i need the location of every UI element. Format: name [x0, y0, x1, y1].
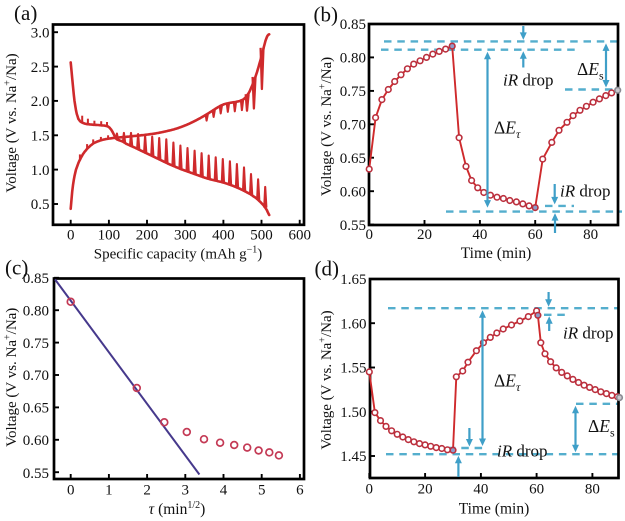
svg-text:1.0: 1.0 [31, 163, 50, 179]
svg-text:Voltage (V vs. Na+/Na): Voltage (V vs. Na+/Na) [318, 57, 336, 196]
svg-text:1: 1 [105, 483, 113, 499]
svg-text:Voltage (V vs. Na+/Na): Voltage (V vs. Na+/Na) [3, 308, 21, 447]
svg-text:0.70: 0.70 [23, 368, 49, 384]
svg-text:iR drop: iR drop [497, 442, 548, 461]
svg-text:0.85: 0.85 [23, 271, 49, 287]
svg-text:80: 80 [583, 227, 598, 243]
svg-text:(b): (b) [314, 3, 339, 27]
svg-text:2.0: 2.0 [31, 94, 50, 110]
svg-text:ΔEτ: ΔEτ [494, 118, 521, 142]
svg-text:0.85: 0.85 [340, 17, 366, 33]
svg-text:1.45: 1.45 [340, 449, 366, 465]
svg-text:ΔEs: ΔEs [588, 416, 615, 440]
svg-text:ΔEs: ΔEs [577, 59, 604, 83]
svg-text:Voltage (V vs. Na+/Na): Voltage (V vs. Na+/Na) [318, 310, 336, 449]
svg-text:Specific capacity (mAh g−1): Specific capacity (mAh g−1) [94, 245, 263, 263]
svg-text:Time (min): Time (min) [459, 501, 529, 518]
svg-text:2.5: 2.5 [31, 60, 50, 76]
svg-text:60: 60 [529, 482, 544, 498]
svg-text:40: 40 [473, 482, 488, 498]
svg-text:3.0: 3.0 [31, 25, 50, 41]
svg-text:0: 0 [366, 482, 374, 498]
svg-text:1.55: 1.55 [340, 361, 366, 377]
svg-text:Time (min): Time (min) [461, 245, 531, 262]
svg-text:5: 5 [258, 483, 266, 499]
svg-text:200: 200 [136, 228, 159, 244]
svg-text:1.5: 1.5 [31, 129, 50, 145]
svg-text:0.75: 0.75 [23, 336, 49, 352]
svg-text:400: 400 [212, 228, 235, 244]
svg-text:(c): (c) [5, 256, 28, 280]
svg-text:1.50: 1.50 [340, 405, 366, 421]
svg-text:20: 20 [418, 482, 433, 498]
svg-text:0.65: 0.65 [340, 151, 366, 167]
svg-text:0.60: 0.60 [23, 433, 49, 449]
svg-text:6: 6 [296, 483, 304, 499]
svg-text:3: 3 [182, 483, 190, 499]
svg-text:100: 100 [98, 228, 121, 244]
svg-text:4: 4 [220, 483, 228, 499]
svg-text:0: 0 [67, 228, 75, 244]
svg-text:0.80: 0.80 [340, 51, 366, 67]
svg-text:0.55: 0.55 [23, 466, 49, 482]
svg-text:1.65: 1.65 [340, 272, 366, 288]
svg-text:40: 40 [472, 227, 487, 243]
svg-text:2: 2 [143, 483, 151, 499]
svg-text:(a): (a) [14, 1, 37, 25]
svg-text:600: 600 [288, 228, 311, 244]
svg-text:0.70: 0.70 [340, 118, 366, 134]
svg-text:1.60: 1.60 [340, 316, 366, 332]
svg-text:0.65: 0.65 [23, 401, 49, 417]
svg-text:300: 300 [174, 228, 197, 244]
svg-text:20: 20 [417, 227, 432, 243]
svg-text:0.60: 0.60 [340, 184, 366, 200]
svg-text:0.75: 0.75 [340, 84, 366, 100]
svg-text:0: 0 [67, 483, 75, 499]
svg-text:0.5: 0.5 [31, 197, 50, 213]
svg-text:500: 500 [250, 228, 273, 244]
svg-text:80: 80 [585, 482, 600, 498]
svg-text:ΔEτ: ΔEτ [494, 371, 521, 395]
svg-text:iR drop: iR drop [563, 324, 614, 343]
svg-text:iR drop: iR drop [503, 71, 554, 90]
svg-text:(d): (d) [315, 257, 340, 281]
svg-text:iR drop: iR drop [560, 182, 611, 201]
svg-text:0.55: 0.55 [340, 218, 366, 234]
svg-text:60: 60 [528, 227, 543, 243]
svg-text:Voltage (V vs. Na+/Na): Voltage (V vs. Na+/Na) [3, 53, 21, 192]
svg-text:0.80: 0.80 [23, 303, 49, 319]
svg-text:0: 0 [365, 227, 373, 243]
